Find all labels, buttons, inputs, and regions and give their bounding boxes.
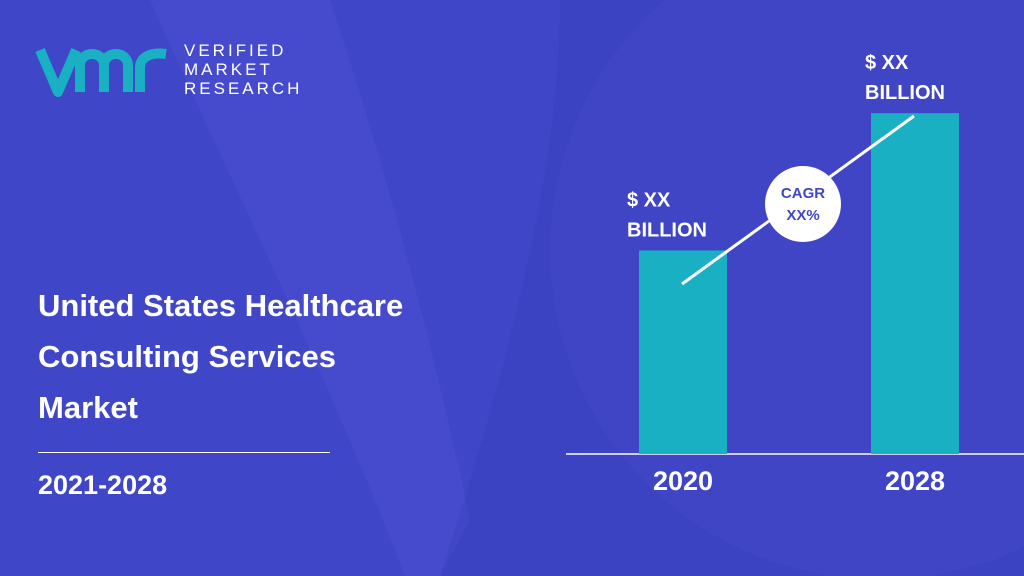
value-label-2028-line2: BILLION — [865, 82, 945, 104]
forecast-period: 2021-2028 — [38, 470, 168, 500]
value-label-2020-line1: $ XX — [627, 189, 671, 211]
brand-line-1: VERIFIED — [184, 40, 287, 60]
brand-logo: VERIFIED MARKET RESEARCH — [34, 40, 302, 98]
title-line-3: Market — [38, 390, 138, 425]
title-line-1: United States Healthcare — [38, 288, 404, 323]
vmr-logo-icon — [35, 48, 167, 97]
title-divider — [38, 452, 330, 453]
brand-line-3: RESEARCH — [184, 78, 303, 98]
cagr-label: CAGR — [781, 185, 825, 202]
value-label-2020-line2: BILLION — [627, 219, 707, 241]
value-label-2028-line1: $ XX — [865, 52, 909, 74]
title-line-2: Consulting Services — [38, 339, 337, 374]
cagr-badge — [765, 166, 841, 242]
brand-line-2: MARKET — [184, 59, 273, 79]
bar-2028 — [871, 113, 959, 454]
brand-name: VERIFIED MARKET RESEARCH — [184, 41, 302, 98]
category-label-2028: 2028 — [885, 466, 945, 496]
category-label-2020: 2020 — [653, 466, 713, 496]
bar-2020 — [639, 250, 727, 454]
cagr-value: XX% — [786, 207, 819, 224]
page-title: United States Healthcare Consulting Serv… — [38, 280, 508, 433]
